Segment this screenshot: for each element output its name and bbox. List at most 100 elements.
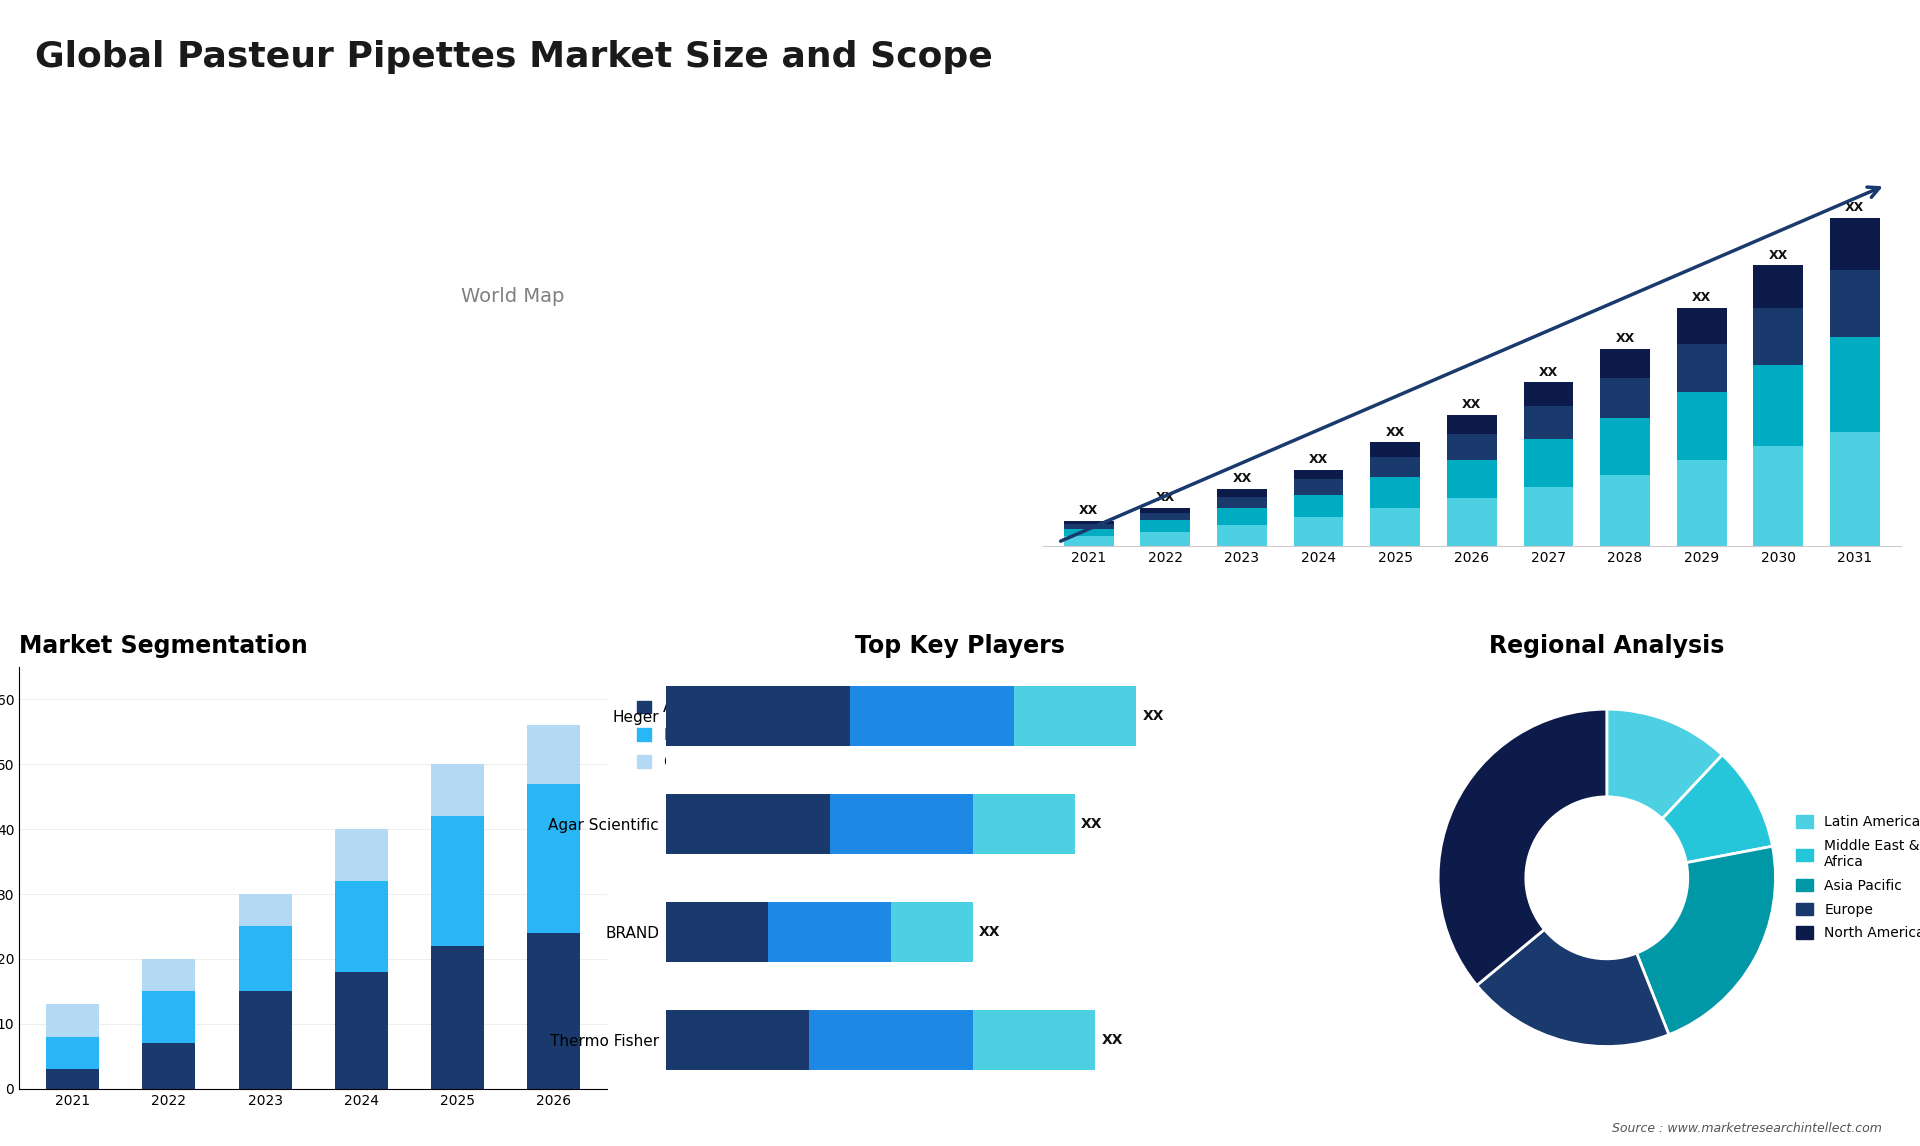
Bar bbox=[1064, 524, 1114, 528]
Bar bbox=[334, 881, 388, 972]
Text: XX: XX bbox=[1309, 453, 1329, 466]
Bar bbox=[1523, 439, 1572, 487]
Bar bbox=[1830, 218, 1880, 270]
Text: XX: XX bbox=[1692, 291, 1711, 305]
Bar bbox=[1830, 270, 1880, 337]
Bar bbox=[1753, 266, 1803, 308]
Bar bbox=[46, 1004, 100, 1037]
Bar bbox=[1064, 528, 1114, 536]
Text: XX: XX bbox=[1102, 1033, 1123, 1046]
Wedge shape bbox=[1607, 709, 1722, 818]
Bar bbox=[1217, 496, 1267, 508]
Bar bbox=[1140, 520, 1190, 532]
Text: XX: XX bbox=[1768, 249, 1788, 261]
Bar bbox=[1294, 518, 1344, 545]
Bar bbox=[1753, 446, 1803, 545]
Bar bbox=[1523, 487, 1572, 545]
Bar bbox=[1371, 508, 1421, 545]
Bar bbox=[666, 686, 851, 746]
Bar bbox=[528, 725, 580, 784]
Bar bbox=[46, 1037, 100, 1069]
Bar bbox=[142, 1043, 196, 1089]
Bar bbox=[1599, 417, 1649, 474]
Text: MARKET
RESEARCH
INTELLECT: MARKET RESEARCH INTELLECT bbox=[1715, 21, 1780, 55]
Bar bbox=[768, 902, 891, 961]
Bar bbox=[46, 1069, 100, 1089]
Bar bbox=[1294, 479, 1344, 495]
Text: XX: XX bbox=[1615, 332, 1634, 345]
Bar bbox=[1448, 461, 1498, 499]
Bar bbox=[1064, 536, 1114, 545]
Bar bbox=[666, 902, 768, 961]
Bar bbox=[1448, 433, 1498, 461]
Bar bbox=[432, 764, 484, 816]
Legend: Application, Product, Geography: Application, Product, Geography bbox=[632, 696, 753, 775]
Text: XX: XX bbox=[979, 925, 1000, 939]
Bar bbox=[1448, 415, 1498, 433]
Bar bbox=[1371, 478, 1421, 508]
Bar bbox=[1217, 489, 1267, 496]
Bar bbox=[238, 926, 292, 991]
Bar bbox=[891, 902, 973, 961]
Text: Global Pasteur Pipettes Market Size and Scope: Global Pasteur Pipettes Market Size and … bbox=[35, 40, 993, 74]
Bar bbox=[973, 1010, 1096, 1069]
Text: XX: XX bbox=[1538, 366, 1557, 378]
Bar bbox=[1217, 525, 1267, 545]
Bar bbox=[829, 794, 973, 854]
Bar bbox=[1140, 532, 1190, 545]
Text: Source : www.marketresearchintellect.com: Source : www.marketresearchintellect.com bbox=[1611, 1122, 1882, 1135]
Legend: Latin America, Middle East &
Africa, Asia Pacific, Europe, North America: Latin America, Middle East & Africa, Asi… bbox=[1791, 810, 1920, 945]
Bar bbox=[142, 959, 196, 991]
Bar bbox=[1371, 442, 1421, 456]
Bar bbox=[1523, 406, 1572, 439]
Bar bbox=[1294, 470, 1344, 479]
Title: Regional Analysis: Regional Analysis bbox=[1490, 634, 1724, 658]
Wedge shape bbox=[1476, 929, 1668, 1046]
Text: XX: XX bbox=[1156, 492, 1175, 504]
Bar bbox=[1676, 461, 1726, 545]
Bar bbox=[1294, 495, 1344, 518]
Bar bbox=[973, 794, 1075, 854]
Text: XX: XX bbox=[1142, 709, 1164, 723]
Text: XX: XX bbox=[1233, 472, 1252, 485]
Text: World Map: World Map bbox=[461, 286, 564, 306]
Bar bbox=[334, 972, 388, 1089]
Text: XX: XX bbox=[1079, 504, 1098, 518]
Bar bbox=[666, 794, 829, 854]
Bar bbox=[1753, 366, 1803, 446]
Bar bbox=[1676, 308, 1726, 345]
Bar bbox=[851, 686, 1014, 746]
Bar bbox=[1676, 392, 1726, 461]
Wedge shape bbox=[1438, 709, 1607, 986]
Bar bbox=[1448, 499, 1498, 545]
Bar bbox=[1676, 345, 1726, 392]
Wedge shape bbox=[1636, 846, 1776, 1035]
Bar bbox=[1371, 456, 1421, 478]
Bar bbox=[142, 991, 196, 1043]
Bar bbox=[808, 1010, 973, 1069]
Bar bbox=[1014, 686, 1137, 746]
Bar bbox=[528, 933, 580, 1089]
Bar bbox=[1830, 337, 1880, 432]
Text: Market Segmentation: Market Segmentation bbox=[19, 634, 307, 658]
Bar bbox=[1140, 508, 1190, 512]
Text: XX: XX bbox=[1386, 425, 1405, 439]
Bar bbox=[432, 945, 484, 1089]
Bar bbox=[1217, 508, 1267, 525]
Bar bbox=[1599, 350, 1649, 378]
Text: XX: XX bbox=[1845, 202, 1864, 214]
Bar bbox=[666, 1010, 808, 1069]
Bar bbox=[1140, 512, 1190, 520]
Bar bbox=[1599, 378, 1649, 417]
Bar bbox=[1064, 521, 1114, 524]
Bar bbox=[1523, 383, 1572, 406]
Bar bbox=[528, 784, 580, 933]
Wedge shape bbox=[1663, 755, 1772, 863]
Title: Top Key Players: Top Key Players bbox=[854, 634, 1066, 658]
Bar bbox=[1830, 432, 1880, 545]
Bar bbox=[238, 991, 292, 1089]
Text: XX: XX bbox=[1081, 817, 1102, 831]
Bar bbox=[432, 816, 484, 945]
Bar bbox=[1753, 308, 1803, 366]
Bar bbox=[238, 894, 292, 926]
